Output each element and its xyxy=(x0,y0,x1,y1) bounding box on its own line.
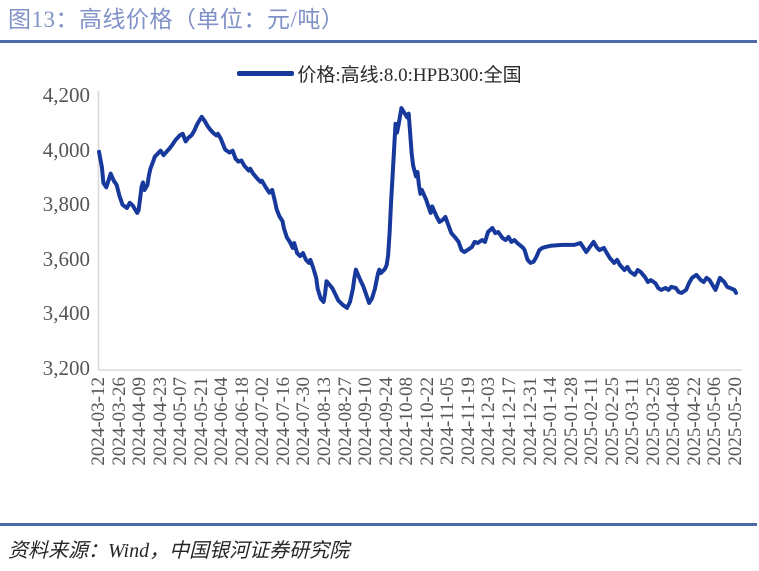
x-tick-label: 2025-04-22 xyxy=(683,377,705,466)
source-note: 资料来源：Wind，中国银河证券研究院 xyxy=(8,540,350,562)
x-tick-label: 2024-03-12 xyxy=(88,377,109,466)
y-tick-label: 3,600 xyxy=(42,246,90,271)
x-tick-label: 2024-10-08 xyxy=(396,377,418,466)
x-tick-label: 2024-08-13 xyxy=(314,377,336,466)
legend: 价格:高线:8.0:HPB300:全国 xyxy=(0,61,759,86)
x-tick-label: 2025-04-08 xyxy=(663,377,685,466)
x-tick-label: 2025-05-20 xyxy=(725,377,746,466)
x-tick-label: 2024-03-26 xyxy=(108,377,130,466)
x-tick-label: 2024-08-27 xyxy=(334,377,356,466)
y-tick-label: 4,000 xyxy=(42,137,90,162)
figure-title: 图13：高线价格（单位：元/吨） xyxy=(8,7,345,32)
legend-line-marker xyxy=(237,70,295,76)
title-divider xyxy=(0,40,757,43)
x-tick-label: 2024-09-10 xyxy=(355,377,377,466)
x-tick-label: 2024-10-22 xyxy=(416,377,438,466)
x-tick-label: 2024-12-31 xyxy=(519,377,541,466)
y-tick-label: 3,400 xyxy=(42,301,90,326)
x-tick-label: 2025-01-28 xyxy=(560,377,582,466)
x-tick-label: 2024-07-02 xyxy=(252,377,274,466)
x-tick-label: 2025-03-25 xyxy=(642,377,664,466)
x-tick-label: 2024-12-03 xyxy=(478,377,500,466)
legend-label: 价格:高线:8.0:HPB300:全国 xyxy=(297,64,522,86)
x-tick-label: 2024-05-07 xyxy=(170,377,192,466)
x-tick-label: 2024-09-24 xyxy=(375,377,397,466)
x-tick-label: 2024-12-17 xyxy=(498,377,520,466)
x-tick-label: 2024-06-04 xyxy=(211,377,233,466)
x-tick-label: 2025-02-25 xyxy=(601,377,623,466)
x-tick-label: 2024-06-18 xyxy=(231,377,253,466)
x-tick-label: 2025-05-06 xyxy=(704,377,726,466)
y-tick-label: 3,200 xyxy=(42,356,90,380)
x-tick-label: 2024-07-30 xyxy=(293,377,315,466)
x-tick-label: 2024-11-05 xyxy=(437,377,459,465)
x-tick-label: 2025-03-11 xyxy=(622,377,644,465)
x-tick-label: 2025-02-11 xyxy=(581,377,603,465)
y-tick-label: 4,200 xyxy=(42,83,90,107)
x-tick-label: 2024-11-19 xyxy=(457,377,479,465)
x-tick-label: 2024-07-16 xyxy=(272,377,294,466)
x-tick-label: 2025-01-14 xyxy=(540,377,562,466)
footer-divider xyxy=(0,523,757,526)
x-tick-label: 2024-04-23 xyxy=(149,377,171,466)
x-tick-label: 2024-05-21 xyxy=(190,377,212,466)
price-series-line xyxy=(97,106,738,310)
y-tick-label: 3,800 xyxy=(42,192,90,217)
x-tick-label: 2024-04-09 xyxy=(129,377,151,466)
